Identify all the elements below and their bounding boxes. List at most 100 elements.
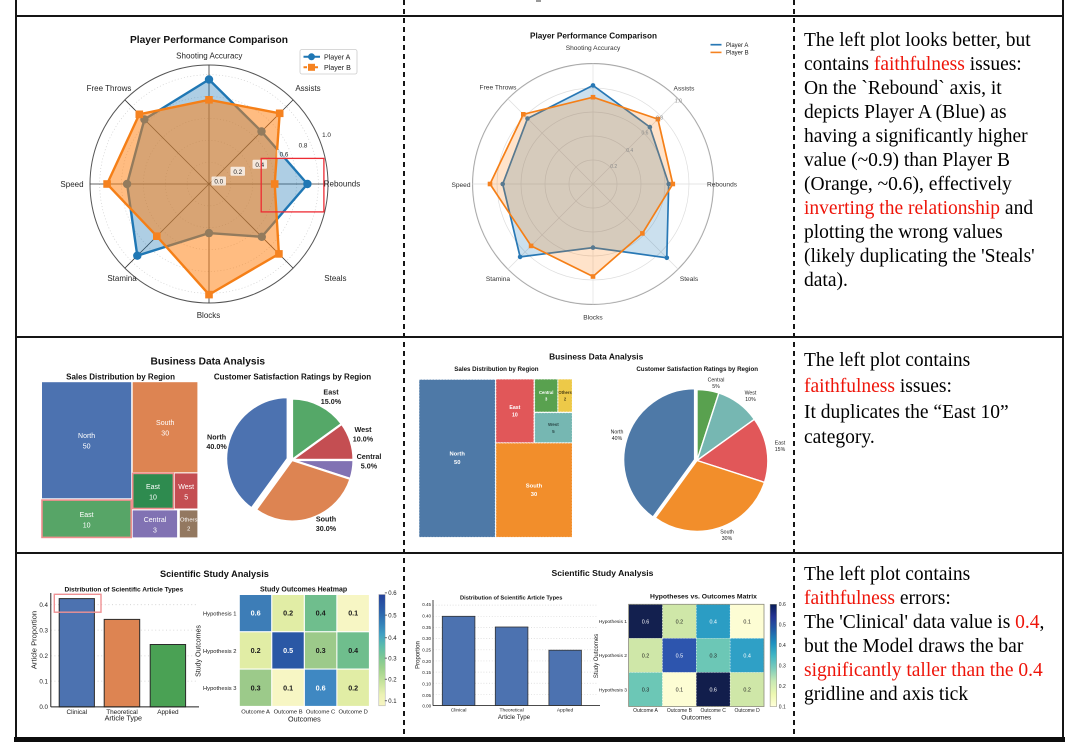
svg-text:0.6: 0.6	[779, 602, 786, 608]
svg-text:0.2: 0.2	[348, 683, 358, 692]
svg-text:0.3: 0.3	[642, 688, 650, 694]
svg-text:South: South	[526, 484, 543, 490]
svg-text:0.6: 0.6	[642, 619, 650, 625]
svg-text:0.4: 0.4	[316, 609, 326, 618]
svg-text:Study Outcomes: Study Outcomes	[594, 634, 600, 678]
svg-text:30: 30	[161, 431, 169, 438]
svg-text:0.2: 0.2	[233, 169, 242, 176]
svg-text:East: East	[80, 512, 94, 519]
svg-text:0.8: 0.8	[656, 115, 663, 121]
svg-text:Business Data Analysis: Business Data Analysis	[549, 351, 644, 361]
svg-text:0.6: 0.6	[316, 683, 326, 692]
svg-text:Stamina: Stamina	[486, 276, 511, 283]
svg-text:0.3: 0.3	[709, 653, 717, 659]
svg-text:Applied: Applied	[157, 709, 179, 716]
svg-text:1.0: 1.0	[322, 132, 331, 139]
svg-text:Outcomes: Outcomes	[681, 715, 712, 722]
svg-text:Customer Satisfaction Ratings: Customer Satisfaction Ratings by Region	[636, 366, 758, 373]
svg-text:East: East	[146, 484, 160, 491]
svg-text:0.3: 0.3	[39, 627, 48, 634]
svg-text:Study Outcomes Heatmap: Study Outcomes Heatmap	[260, 587, 347, 594]
svg-text:0.2: 0.2	[610, 164, 617, 170]
svg-text:West: West	[354, 425, 372, 434]
svg-text:0.10: 0.10	[422, 682, 431, 687]
svg-text:Scientific Study Analysis: Scientific Study Analysis	[552, 568, 654, 578]
svg-text:Outcomes: Outcomes	[288, 715, 321, 724]
svg-text:North: North	[207, 432, 226, 441]
svg-text:0.5: 0.5	[676, 653, 684, 659]
svg-text:5.0%: 5.0%	[361, 462, 378, 471]
svg-text:Distribution of Scientific Art: Distribution of Scientific Article Types	[64, 587, 183, 594]
svg-text:0.1: 0.1	[779, 704, 786, 710]
svg-text:Business Data Analysis: Business Data Analysis	[151, 356, 266, 367]
svg-text:Hypothesis 2: Hypothesis 2	[203, 649, 237, 655]
svg-text:0.5: 0.5	[388, 613, 397, 619]
svg-text:Customer Satisfaction Ratings: Customer Satisfaction Ratings by Region	[214, 372, 371, 381]
svg-text:50: 50	[83, 444, 91, 451]
svg-text:2: 2	[187, 526, 190, 532]
svg-text:0.40: 0.40	[422, 613, 431, 618]
svg-text:0.4: 0.4	[709, 619, 717, 625]
svg-text:Hypotheses vs. Outcomes Matrix: Hypotheses vs. Outcomes Matrix	[650, 593, 757, 600]
svg-text:0.30: 0.30	[422, 636, 431, 641]
svg-text:10: 10	[149, 494, 157, 501]
svg-text:0.2: 0.2	[743, 688, 751, 694]
svg-text:0.1: 0.1	[348, 609, 358, 618]
svg-text:0.6: 0.6	[388, 591, 397, 597]
svg-text:0.5: 0.5	[283, 646, 293, 655]
svg-text:Study Outcomes: Study Outcomes	[196, 625, 203, 677]
svg-text:Outcome D: Outcome D	[339, 710, 368, 716]
svg-text:0.1: 0.1	[388, 699, 397, 705]
svg-text:3: 3	[545, 396, 548, 401]
svg-text:Player A: Player A	[324, 53, 351, 61]
svg-text:Sales Distribution by Region: Sales Distribution by Region	[454, 366, 538, 373]
svg-text:2: 2	[564, 396, 567, 401]
svg-text:Outcome B: Outcome B	[274, 710, 303, 716]
svg-text:3: 3	[153, 527, 157, 534]
svg-text:Central: Central	[708, 378, 725, 384]
svg-text:0.15: 0.15	[422, 670, 431, 675]
svg-text:0.4: 0.4	[348, 646, 358, 655]
svg-text:0.2: 0.2	[39, 653, 48, 660]
svg-text:Outcome A: Outcome A	[241, 710, 270, 716]
svg-text:Clinical: Clinical	[451, 708, 467, 714]
svg-text:Distribution of Scientific Art: Distribution of Scientific Article Types	[460, 596, 562, 602]
svg-text:0.4: 0.4	[388, 636, 397, 642]
svg-text:Central: Central	[144, 517, 167, 524]
svg-text:0.05: 0.05	[422, 693, 431, 698]
svg-text:0.1: 0.1	[39, 678, 48, 685]
svg-text:0.8: 0.8	[299, 143, 308, 150]
svg-text:10: 10	[512, 413, 518, 419]
svg-text:Article Proportion: Article Proportion	[29, 611, 38, 669]
svg-text:West: West	[178, 484, 194, 491]
svg-text:0.2: 0.2	[642, 653, 650, 659]
svg-text:Speed: Speed	[451, 182, 470, 189]
svg-text:Blocks: Blocks	[197, 311, 221, 320]
svg-text:Steals: Steals	[680, 276, 699, 283]
svg-text:Sales Distribution by Region: Sales Distribution by Region	[66, 372, 175, 381]
svg-text:0.45: 0.45	[422, 602, 431, 607]
svg-text:Hypothesis 1: Hypothesis 1	[599, 619, 628, 625]
svg-text:5: 5	[552, 429, 555, 434]
svg-text:Central: Central	[539, 390, 553, 395]
svg-text:0.4: 0.4	[743, 653, 751, 659]
svg-text:Others: Others	[180, 517, 197, 523]
svg-text:30: 30	[531, 492, 537, 498]
svg-text:10%: 10%	[745, 397, 756, 403]
svg-text:40.0%: 40.0%	[206, 442, 227, 451]
svg-text:Player Performance Comparison: Player Performance Comparison	[130, 35, 288, 46]
svg-text:0.5: 0.5	[779, 623, 786, 629]
svg-text:South: South	[720, 530, 734, 536]
svg-text:0.2: 0.2	[779, 684, 786, 690]
svg-text:North: North	[78, 433, 95, 440]
svg-text:Rebounds: Rebounds	[324, 180, 360, 189]
svg-text:0.4: 0.4	[779, 643, 786, 649]
svg-text:Hypothesis 3: Hypothesis 3	[203, 686, 237, 692]
svg-text:0.6: 0.6	[280, 152, 289, 159]
svg-text:30.0%: 30.0%	[316, 524, 337, 533]
svg-text:0.4: 0.4	[255, 162, 264, 169]
svg-text:East: East	[323, 388, 339, 397]
svg-text:South: South	[316, 515, 336, 524]
svg-text:0.3: 0.3	[316, 646, 326, 655]
svg-text:Outcome B: Outcome B	[667, 708, 693, 714]
